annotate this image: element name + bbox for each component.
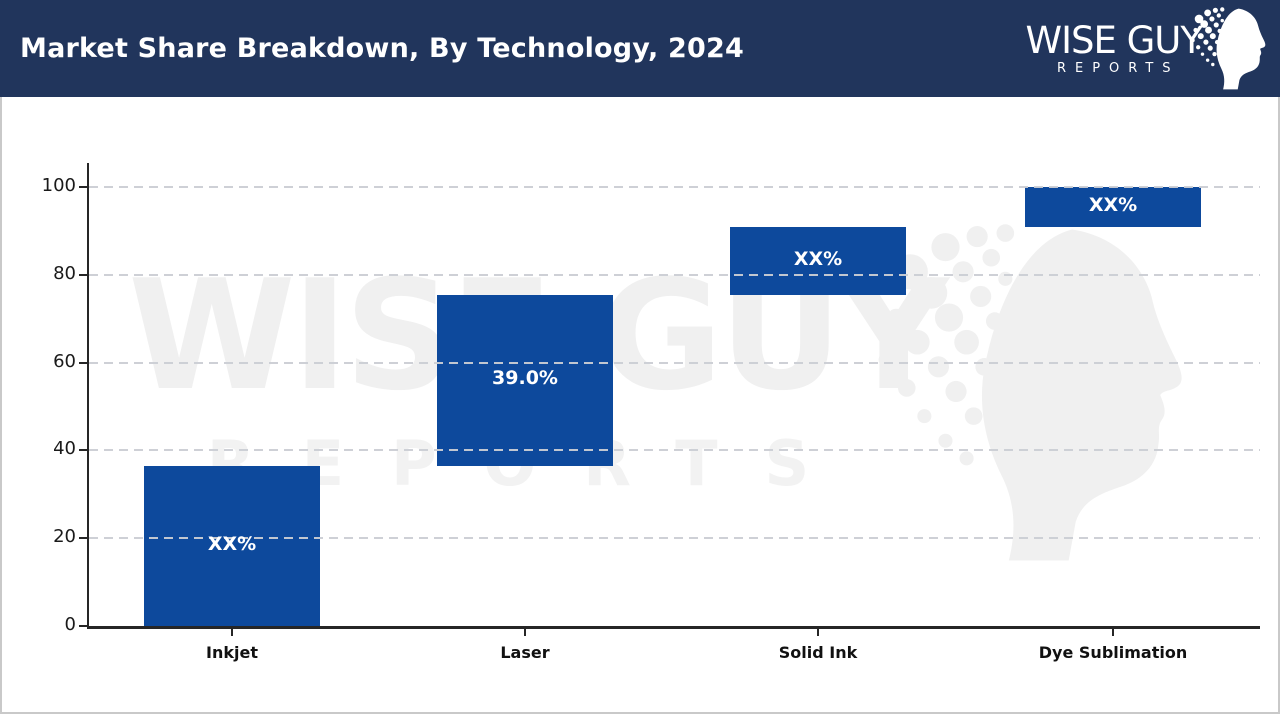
y-axis-tick-100 (79, 186, 87, 188)
watermark-face-icon (878, 224, 1182, 561)
bar-value-label-laser: 39.0% (492, 367, 558, 390)
y-axis-tick-label-100: 100 (41, 175, 76, 196)
x-category-label-dye-sublimation: Dye Sublimation (1038, 643, 1188, 662)
gridline-80 (89, 273, 1260, 276)
bar-value-label-solid-ink: XX% (793, 247, 843, 270)
logo-face-icon (1191, 7, 1266, 90)
y-axis-tick-0 (79, 625, 87, 627)
x-axis-tick-dye-sublimation (1112, 629, 1114, 636)
x-axis-tick-solid-ink (817, 629, 819, 636)
y-axis-tick-label-80: 80 (53, 262, 76, 284)
header-bar: Market Share Breakdown, By Technology, 2… (0, 0, 1280, 97)
y-axis-tick-80 (79, 273, 87, 276)
y-axis-tick-label-60: 60 (53, 350, 76, 372)
bar-value-label-dye-sublimation: XX% (1088, 193, 1138, 216)
y-axis-tick-label-0: 0 (64, 614, 76, 635)
bar-value-label-inkjet: XX% (207, 532, 257, 555)
bar-dye-sublimation (1025, 187, 1201, 227)
bar-solid-ink (730, 226, 906, 295)
y-axis-line (87, 163, 89, 629)
gridline-60 (89, 361, 1260, 364)
gridline-20 (89, 537, 1260, 540)
x-category-label-inkjet: Inkjet (206, 643, 258, 662)
y-axis-tick-20 (79, 537, 87, 540)
x-axis-line (87, 626, 1260, 629)
x-category-label-solid-ink: Solid Ink (778, 643, 858, 662)
y-axis-tick-40 (79, 449, 87, 452)
bar-inkjet (144, 465, 320, 626)
x-category-label-laser: Laser (500, 643, 550, 662)
y-axis-tick-label-20: 20 (53, 526, 76, 548)
gridline-40 (89, 449, 1260, 452)
bar-laser (437, 294, 613, 466)
y-axis-tick-60 (79, 361, 87, 364)
logo-text: WISE GUY REPORTS (1025, 18, 1203, 77)
gridline-100 (89, 186, 1260, 188)
x-axis-tick-inkjet (231, 629, 233, 636)
logo-subtitle: REPORTS (1056, 61, 1180, 77)
chart-card: WISE GUY REPORTS 020406080100XX%Inkjet39… (0, 97, 1280, 714)
logo-wordmark: WISE GUY (1025, 18, 1203, 62)
page-title: Market Share Breakdown, By Technology, 2… (20, 33, 745, 64)
y-axis-tick-label-40: 40 (53, 438, 76, 460)
x-axis-tick-laser (524, 629, 526, 636)
wise-guy-logo: WISE GUY REPORTS (1026, 6, 1274, 92)
